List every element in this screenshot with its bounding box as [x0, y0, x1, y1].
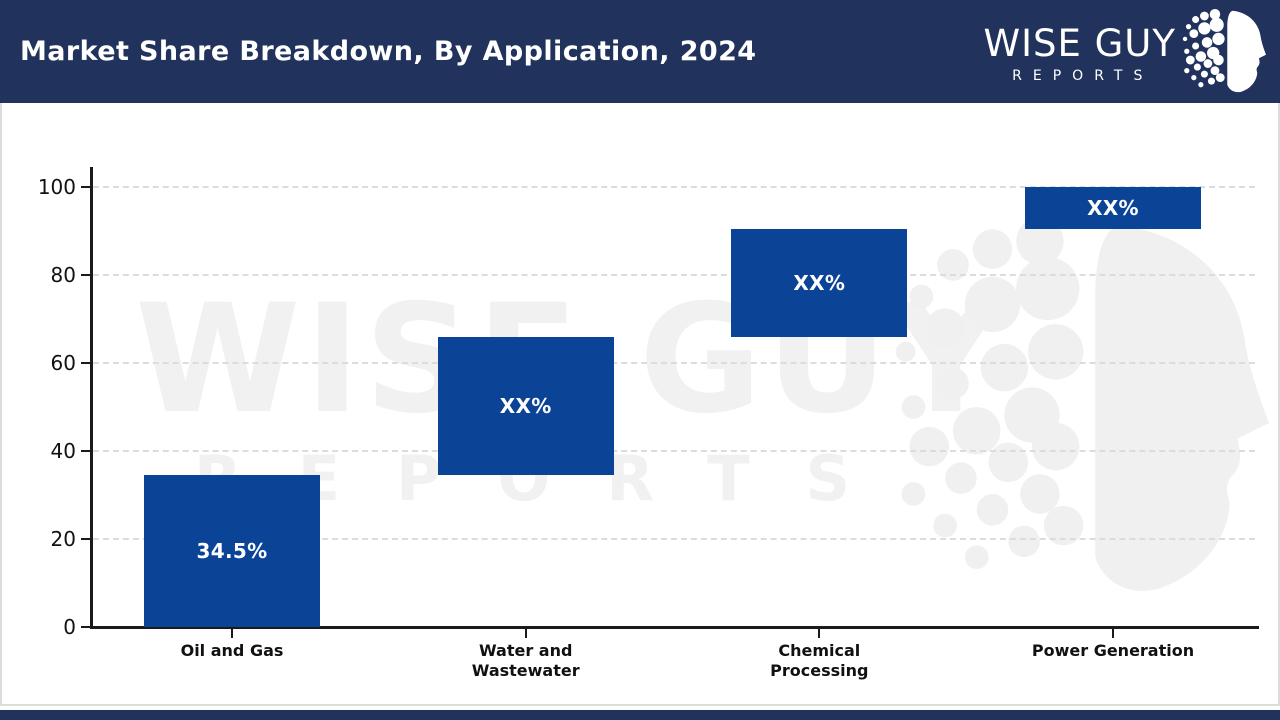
gridline [93, 538, 1255, 540]
chart-canvas: WISE GUY REPORTS 0 20 40 60 80 100 34.5% Oil an… [0, 103, 1280, 706]
y-tick-mark [81, 362, 90, 364]
y-tick-label: 100 [37, 175, 76, 199]
y-tick-label: 20 [50, 527, 76, 551]
gridline [93, 274, 1255, 276]
category-label: Power Generation [1031, 641, 1195, 660]
waterfall-bar: XX% [1025, 187, 1201, 229]
x-tick-mark [231, 629, 233, 638]
waterfall-bar: XX% [437, 336, 614, 476]
footer-bar [0, 710, 1280, 720]
y-axis [90, 167, 93, 629]
category-label: Chemical Processing [770, 641, 869, 680]
y-tick-label: 80 [50, 263, 76, 287]
gridline [93, 186, 1255, 188]
waterfall-bar: 34.5% [144, 475, 320, 627]
bar-value-label: XX% [499, 393, 552, 418]
bar-value-label: XX% [793, 270, 846, 295]
brand-name: WISE GUY [983, 22, 1176, 65]
page-title: Market Share Breakdown, By Application, … [20, 36, 757, 67]
bar-value-label: XX% [1087, 195, 1139, 220]
y-tick-label: 40 [50, 439, 76, 463]
y-tick-mark [81, 450, 90, 452]
y-tick-mark [81, 626, 90, 628]
x-tick-mark [1112, 629, 1114, 638]
y-tick-label: 60 [50, 351, 76, 375]
bar-value-label: 34.5% [196, 539, 268, 564]
category-label: Oil and Gas [180, 641, 284, 660]
x-tick-mark [818, 629, 821, 638]
y-tick-mark [81, 186, 90, 188]
waterfall-bar: XX% [731, 228, 908, 337]
category-label: Water and Wastewater [471, 641, 580, 680]
gridline [93, 362, 1255, 364]
x-tick-mark [524, 629, 527, 638]
x-axis [90, 626, 1259, 629]
header-bar: Market Share Breakdown, By Application, … [0, 0, 1280, 103]
y-tick-mark [81, 538, 90, 540]
y-tick-label: 0 [63, 615, 76, 639]
y-tick-mark [81, 274, 90, 276]
brand-subname: REPORTS [1012, 68, 1154, 84]
brand-logo: WISE GUY REPORTS [984, 8, 1266, 98]
gridline [93, 450, 1255, 452]
dot-head-icon [1182, 9, 1266, 93]
brand-logo-text: WISE GUY REPORTS [984, 22, 1176, 84]
